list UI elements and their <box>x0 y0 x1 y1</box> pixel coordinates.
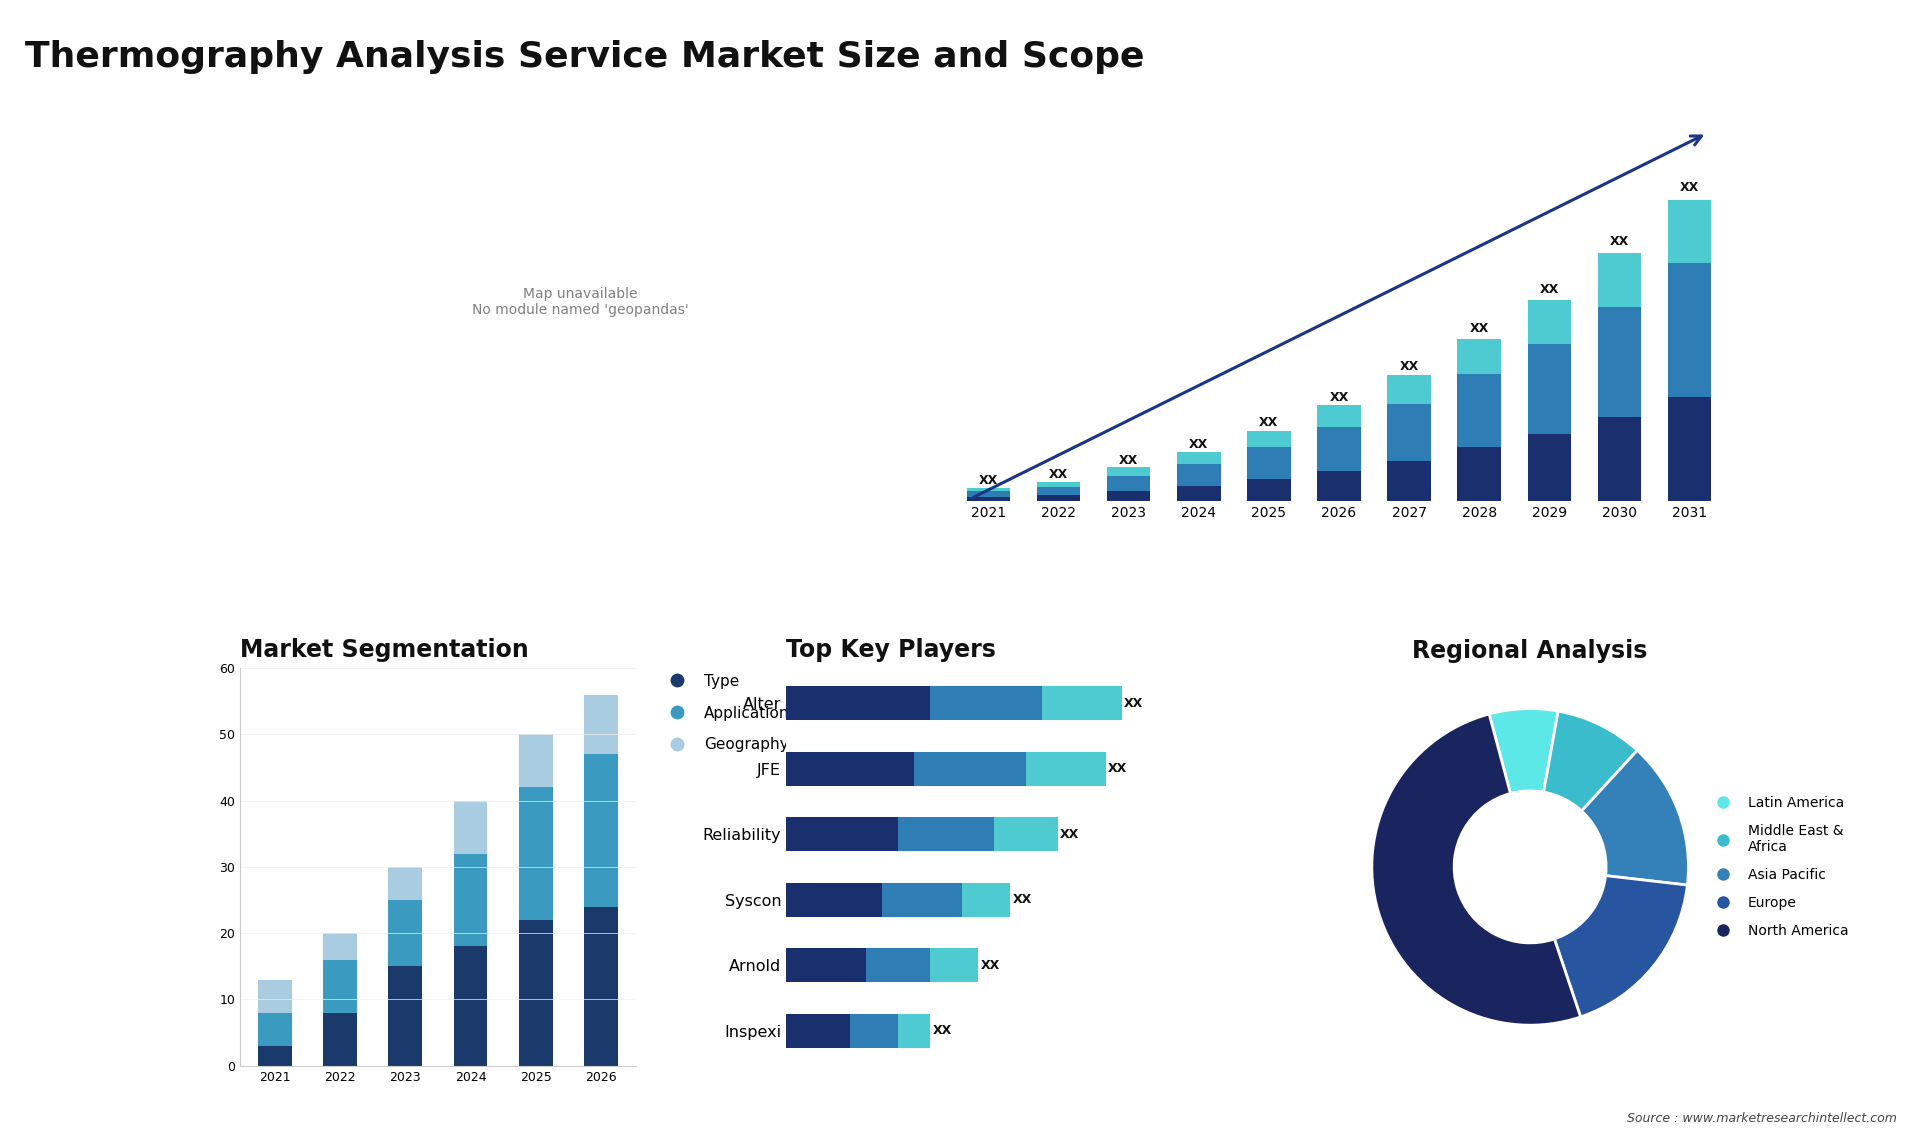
Legend: Type, Application, Geography: Type, Application, Geography <box>655 668 795 759</box>
Bar <box>1317 406 1361 427</box>
Text: XX: XX <box>1260 416 1279 430</box>
Bar <box>785 817 899 851</box>
Bar <box>914 752 1025 786</box>
Text: XX: XX <box>979 474 998 487</box>
Wedge shape <box>1555 876 1688 1017</box>
Bar <box>1528 344 1571 434</box>
Bar <box>899 817 995 851</box>
Bar <box>1248 447 1290 479</box>
Bar <box>785 948 866 982</box>
Text: XX: XX <box>933 1025 952 1037</box>
Bar <box>929 686 1043 720</box>
Bar <box>1668 398 1711 501</box>
Bar <box>518 920 553 1066</box>
Bar <box>518 735 553 787</box>
Text: XX: XX <box>1123 697 1142 709</box>
Legend: Latin America, Middle East &
Africa, Asia Pacific, Europe, North America: Latin America, Middle East & Africa, Asi… <box>1703 791 1855 943</box>
Bar <box>1388 403 1430 461</box>
Wedge shape <box>1490 708 1559 793</box>
Text: XX: XX <box>1469 322 1488 336</box>
Bar <box>785 882 881 917</box>
Bar <box>1668 264 1711 398</box>
Bar <box>1457 447 1501 501</box>
Text: XX: XX <box>1012 893 1031 906</box>
Bar <box>388 966 422 1066</box>
Text: XX: XX <box>1400 360 1419 372</box>
Bar <box>1025 752 1106 786</box>
Bar <box>881 882 962 917</box>
Bar <box>1597 307 1642 417</box>
Bar <box>1108 468 1150 476</box>
Text: XX: XX <box>1048 468 1068 481</box>
Bar <box>1317 471 1361 501</box>
Bar <box>388 866 422 900</box>
Text: Market Segmentation: Market Segmentation <box>240 638 528 662</box>
Bar <box>968 490 1010 497</box>
Bar <box>584 694 618 754</box>
Bar <box>785 686 929 720</box>
Bar <box>968 497 1010 501</box>
Bar <box>388 900 422 966</box>
Text: XX: XX <box>1540 283 1559 296</box>
Bar <box>1388 376 1430 403</box>
Bar <box>1597 417 1642 501</box>
Bar <box>785 752 914 786</box>
Bar <box>1177 453 1221 464</box>
Bar <box>1108 490 1150 501</box>
Bar <box>962 882 1010 917</box>
Bar <box>1457 338 1501 374</box>
Wedge shape <box>1544 711 1638 811</box>
Text: XX: XX <box>1609 235 1628 249</box>
Bar <box>1528 434 1571 501</box>
Text: XX: XX <box>1188 439 1208 452</box>
Bar <box>1248 431 1290 447</box>
Bar <box>453 854 488 947</box>
Bar <box>323 1013 357 1066</box>
Text: Map unavailable
No module named 'geopandas': Map unavailable No module named 'geopand… <box>472 286 689 317</box>
Bar <box>1597 253 1642 307</box>
Text: XX: XX <box>1060 827 1079 841</box>
Bar <box>995 817 1058 851</box>
Bar <box>1037 481 1081 487</box>
Bar <box>518 787 553 920</box>
Bar <box>1317 427 1361 471</box>
Text: Top Key Players: Top Key Players <box>785 638 996 662</box>
Bar <box>323 959 357 1013</box>
Bar <box>1108 476 1150 490</box>
Text: XX: XX <box>1108 762 1127 775</box>
Bar <box>929 948 977 982</box>
Bar <box>1177 486 1221 501</box>
Bar <box>323 933 357 959</box>
Bar <box>453 947 488 1066</box>
Bar <box>1388 461 1430 501</box>
Bar <box>1177 464 1221 486</box>
Wedge shape <box>1371 714 1580 1026</box>
Bar <box>1248 479 1290 501</box>
Text: XX: XX <box>1329 391 1348 403</box>
Bar <box>1457 374 1501 447</box>
Bar <box>584 754 618 906</box>
Bar <box>257 980 292 1013</box>
Text: XX: XX <box>1119 454 1139 466</box>
Bar <box>257 1013 292 1046</box>
Bar <box>1037 495 1081 501</box>
Text: Source : www.marketresearchintellect.com: Source : www.marketresearchintellect.com <box>1626 1113 1897 1125</box>
Text: Thermography Analysis Service Market Size and Scope: Thermography Analysis Service Market Siz… <box>25 40 1144 74</box>
Bar <box>1528 300 1571 344</box>
Text: XX: XX <box>1680 181 1699 194</box>
Bar <box>851 1013 899 1047</box>
Text: XX: XX <box>981 959 1000 972</box>
Bar <box>1037 487 1081 495</box>
Wedge shape <box>1582 751 1688 885</box>
Bar <box>866 948 929 982</box>
Bar <box>968 487 1010 490</box>
Bar <box>584 906 618 1066</box>
Title: Regional Analysis: Regional Analysis <box>1413 639 1647 662</box>
Bar <box>1043 686 1121 720</box>
Bar <box>257 1046 292 1066</box>
Bar <box>899 1013 929 1047</box>
Bar <box>785 1013 851 1047</box>
Bar <box>453 801 488 854</box>
Bar <box>1668 199 1711 264</box>
